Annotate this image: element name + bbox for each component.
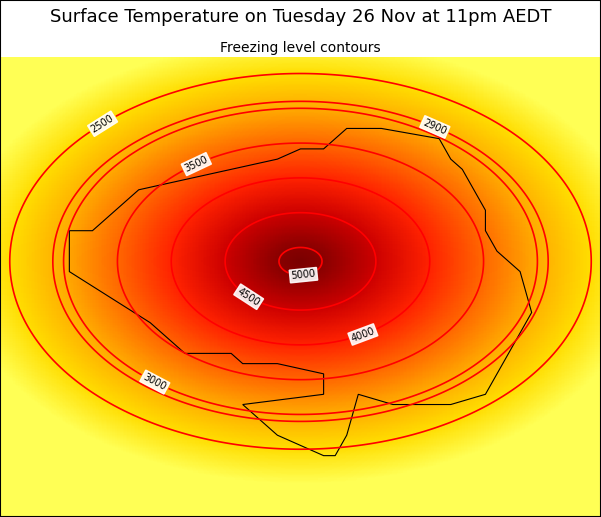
Text: 5000: 5000 [291, 269, 316, 281]
Text: Freezing level contours: Freezing level contours [220, 41, 381, 55]
Text: 2900: 2900 [421, 117, 448, 136]
Text: 4500: 4500 [236, 286, 261, 308]
Text: 2500: 2500 [90, 113, 116, 134]
Text: 3500: 3500 [183, 155, 210, 174]
Text: 4000: 4000 [350, 326, 376, 343]
Text: Surface Temperature on Tuesday 26 Nov at 11pm AEDT: Surface Temperature on Tuesday 26 Nov at… [50, 8, 551, 26]
Text: 3000: 3000 [142, 372, 168, 392]
